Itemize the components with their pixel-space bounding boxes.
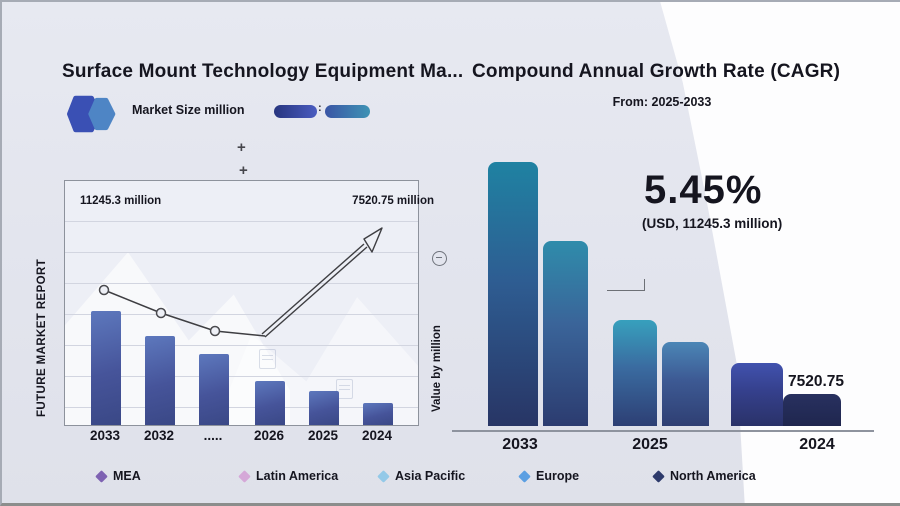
right-chart-ylabel: Value by million — [431, 325, 443, 412]
legend-diamond-icon — [238, 469, 251, 483]
cagr-note: (USD, 11245.3 million) — [642, 216, 783, 231]
left-xlabel-4: 2025 — [307, 428, 339, 443]
right-xlabel-2025: 2025 — [632, 436, 668, 453]
plus-icon: + — [239, 162, 248, 179]
left-chart-panel: 11245.3 million 7520.75 million — [64, 180, 434, 426]
arrow-line — [264, 246, 368, 338]
legend-diamond-icon — [652, 469, 665, 483]
left-xlabel-2: ..... — [203, 428, 223, 443]
arrow-head — [363, 227, 383, 253]
annotation-start-value: 11245.3 million — [80, 195, 162, 207]
legend-label: Latin America — [256, 469, 339, 483]
left-xlabel-5: 2024 — [361, 428, 393, 443]
left-xlabels: 2033 2032..... 2026 2025 2024 — [64, 428, 417, 446]
watermark-table-icon — [259, 349, 276, 369]
left-bar-2032 — [145, 336, 175, 425]
annotation-end-value: 7520.75 million — [352, 195, 434, 207]
page-title-left: Surface Mount Technology Equipment Ma... — [62, 61, 464, 82]
subtitle-date-range: From: 2025-2033 — [612, 95, 712, 109]
legend-item-europe: Europe — [518, 469, 580, 483]
ratio-pill-left — [274, 105, 317, 118]
legend-diamond-icon — [377, 469, 390, 483]
right-bar-2025-3 — [662, 342, 709, 426]
left-xlabel-3: 2026 — [253, 428, 285, 443]
trend-line-arrow — [98, 227, 383, 338]
left-bar-2026 — [255, 381, 285, 425]
right-bar-2033-0 — [488, 162, 538, 426]
brand-label: Market Size million — [132, 103, 245, 117]
side-caption-vertical: FUTURE MARKET REPORT — [36, 258, 48, 417]
left-bar-2024 — [363, 403, 393, 425]
legend-item-north-america: North America — [652, 469, 756, 483]
arrow-line — [261, 243, 365, 335]
left-bar-2025 — [309, 391, 339, 425]
legend-item-asia-pacific: Asia Pacific — [377, 469, 466, 483]
right-bar-2033-1 — [543, 241, 588, 426]
right-xlabel-2024: 2024 — [799, 436, 835, 453]
legend-label: MEA — [113, 469, 141, 483]
legend-label: Asia Pacific — [395, 469, 466, 483]
right-chart-axis — [452, 430, 874, 432]
page-title-right: Compound Annual Growth Rate (CAGR) — [472, 61, 841, 82]
plus-icon: + — [237, 139, 246, 156]
corner-bracket — [644, 279, 646, 291]
left-xlabel-0: 2033 — [89, 428, 121, 443]
right-bar-2024-5 — [783, 394, 841, 426]
corner-bracket — [607, 290, 645, 292]
right-bar-2025-2 — [613, 320, 657, 426]
line-marker — [98, 284, 110, 296]
watermark-table-icon — [336, 379, 353, 399]
minus-circle-icon — [432, 251, 447, 266]
left-xlabel-1: 2032 — [143, 428, 175, 443]
legend-label: Europe — [536, 469, 580, 483]
ratio-separator: : — [318, 102, 322, 114]
left-bar-..... — [199, 354, 229, 425]
legend-item-mea: MEA — [95, 469, 141, 483]
legend-diamond-icon — [518, 469, 531, 483]
legend-diamond-icon — [95, 469, 108, 483]
value-label-7520: 7520.75 — [788, 373, 845, 390]
brand-logo-hexagons-icon — [67, 95, 116, 133]
right-bar-2024-4 — [731, 363, 783, 426]
cagr-value: 5.45% — [644, 168, 763, 212]
ratio-pill-right — [325, 105, 370, 118]
legend-item-latin-america: Latin America — [238, 469, 339, 483]
trend-line — [103, 289, 266, 337]
right-xlabel-2033: 2033 — [502, 436, 538, 453]
legend-label: North America — [670, 469, 756, 483]
line-marker — [155, 307, 167, 319]
left-bar-2033 — [91, 311, 121, 425]
line-marker — [209, 325, 221, 337]
